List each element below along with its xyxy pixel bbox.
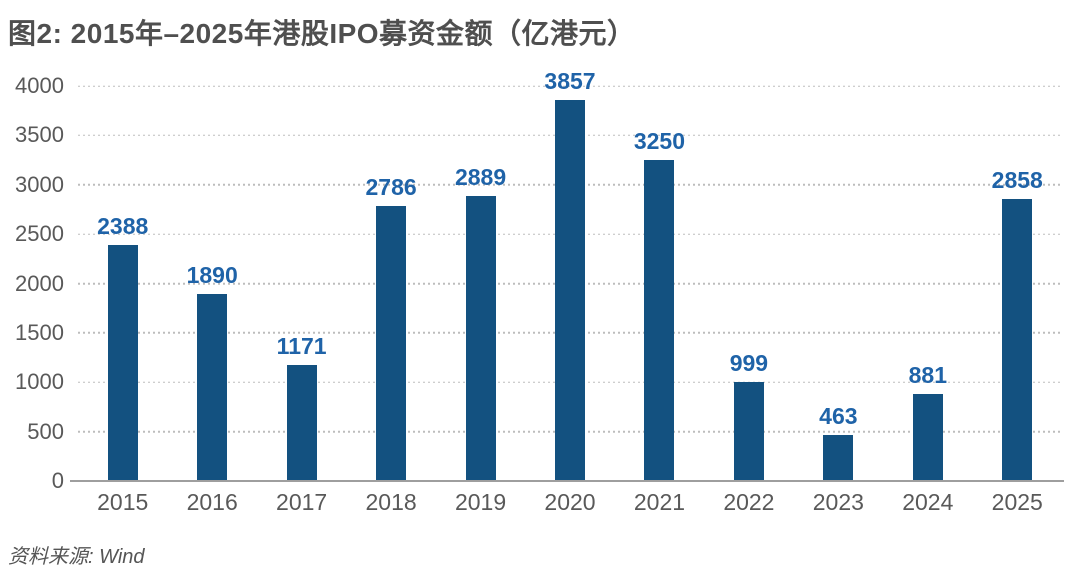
bar-column-2022: 999	[704, 86, 793, 481]
x-tick-label-2017: 2017	[276, 489, 328, 515]
bar-value-label-2015: 2388	[97, 213, 149, 240]
y-tick-label-3000: 3000	[15, 171, 64, 197]
bar-column-2021: 3250	[615, 86, 704, 481]
y-tick-label-3500: 3500	[15, 122, 64, 148]
chart-title: 图2: 2015年–2025年港股IPO募资金额（亿港元）	[8, 18, 636, 49]
bar-column-2015: 2388	[78, 86, 167, 481]
bar-2016	[197, 294, 228, 481]
x-tick-label-2015: 2015	[97, 489, 149, 515]
bar-value-label-2022: 999	[729, 350, 769, 377]
bar-value-label-2017: 1171	[276, 333, 327, 360]
bar-2015	[107, 245, 138, 481]
bar-column-2017: 1171	[257, 86, 346, 481]
bar-value-label-2018: 2786	[365, 173, 417, 200]
bar-column-2023: 463	[794, 86, 883, 481]
bar-column-2019: 2889	[436, 86, 525, 481]
bar-series: 2388 1890 1171 2786 2889 3857 3250 999 463 881 285…	[78, 70, 1062, 481]
x-tick-label-2025: 2025	[991, 489, 1043, 515]
y-tick-label-1000: 1000	[15, 369, 64, 395]
bar-2018	[376, 205, 407, 481]
x-tick-label-2024: 2024	[902, 489, 954, 515]
plot-area: 2388 1890 1171 2786 2889 3857 3250 999 463 881 285…	[78, 70, 1062, 481]
bar-2022	[733, 382, 764, 481]
bar-2020	[554, 100, 585, 481]
bar-column-2016: 1890	[167, 86, 256, 481]
bar-2019	[465, 195, 496, 481]
bar-column-2025: 2858	[973, 86, 1062, 481]
bar-2023	[823, 435, 854, 481]
y-tick-label-2000: 2000	[15, 270, 64, 296]
x-axis: 2015 2016 2017 2018 2019 2020 2021 2022 2023 2024…	[78, 489, 1062, 520]
x-tick-label-2023: 2023	[812, 489, 864, 515]
x-tick-label-2020: 2020	[544, 489, 596, 515]
bar-column-2018: 2786	[346, 86, 435, 481]
y-tick-label-0: 0	[51, 468, 64, 493]
y-tick-label-500: 500	[27, 418, 64, 444]
x-axis-line	[70, 480, 1064, 482]
y-axis: 0 500 1000 1500 2000 2500 3000 3500 4000	[0, 75, 70, 492]
bar-value-label-2019: 2889	[454, 163, 507, 190]
bar-value-label-2024: 881	[908, 362, 947, 389]
source-note: 资料来源: Wind	[8, 546, 145, 568]
y-tick-label-4000: 4000	[15, 73, 64, 98]
bar-column-2020: 3857	[525, 70, 614, 481]
x-tick-label-2022: 2022	[723, 489, 775, 515]
bar-2025	[1002, 198, 1033, 481]
x-tick-label-2019: 2019	[454, 489, 507, 515]
gridline-4000	[78, 85, 1062, 87]
bar-2024	[912, 394, 943, 481]
bar-value-label-2021: 3250	[633, 128, 686, 155]
bar-value-label-2020: 3857	[544, 68, 596, 95]
x-tick-label-2018: 2018	[365, 489, 417, 515]
bar-value-label-2023: 463	[819, 403, 858, 430]
y-tick-label-2500: 2500	[15, 221, 64, 247]
y-tick-label-1500: 1500	[15, 319, 64, 345]
x-tick-label-2016: 2016	[186, 489, 238, 515]
bar-2017	[286, 365, 317, 481]
bar-2021	[644, 160, 675, 481]
bar-value-label-2025: 2858	[991, 166, 1043, 193]
bar-column-2024: 881	[883, 86, 972, 481]
x-tick-label-2021: 2021	[633, 489, 686, 515]
bar-value-label-2016: 1890	[186, 262, 238, 289]
